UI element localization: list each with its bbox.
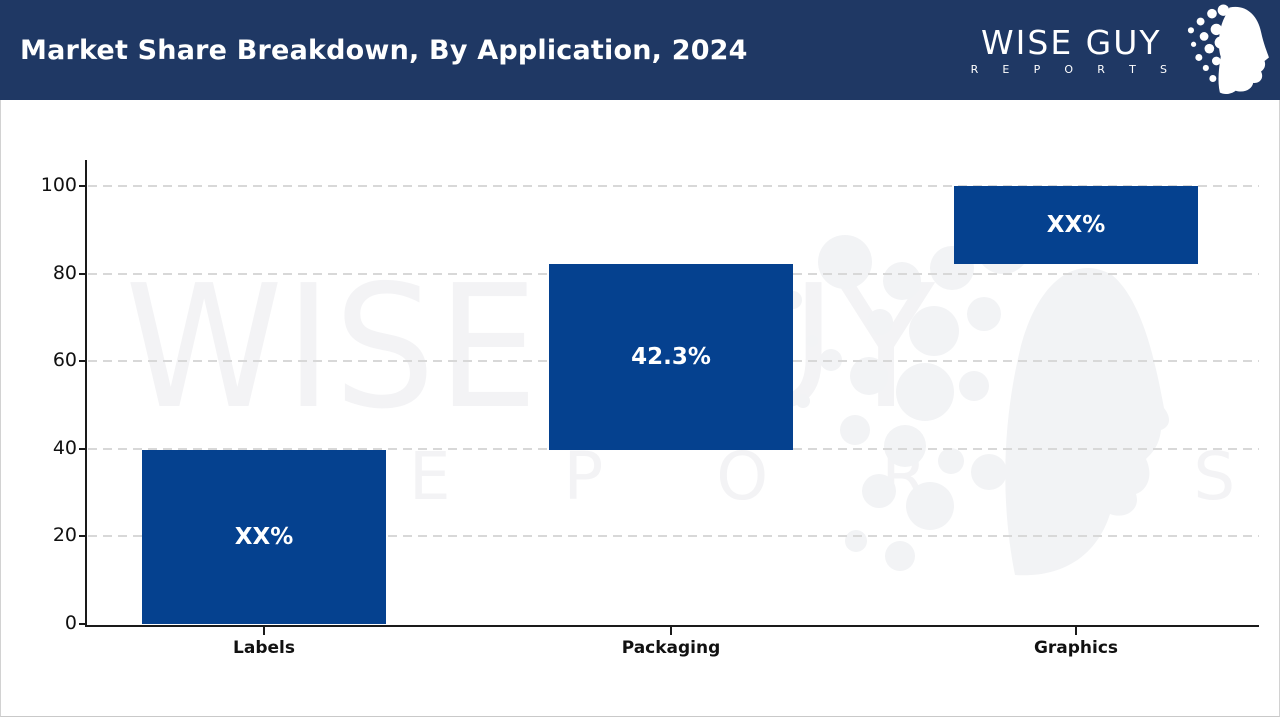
y-tick-label: 20 <box>52 524 77 547</box>
y-tick-label: 100 <box>40 174 77 196</box>
logo-head-icon <box>1187 4 1269 95</box>
y-tick <box>79 272 86 275</box>
y-axis-line <box>85 160 87 625</box>
y-tick-label: 60 <box>52 349 77 372</box>
logo-wordmark: WISE GUY <box>981 22 1162 62</box>
wise-guy-logo: WISE GUY R E P O R T S <box>965 4 1280 96</box>
y-tick-label: 40 <box>52 436 77 459</box>
chart-bar-graphics: XX% <box>954 186 1198 265</box>
category-label-graphics: Graphics <box>1033 638 1119 658</box>
y-tick <box>79 623 86 625</box>
y-tick-label: 0 <box>64 612 77 634</box>
gridline <box>88 185 1259 187</box>
y-tick <box>79 535 86 538</box>
y-tick <box>79 360 86 363</box>
y-tick <box>79 447 86 450</box>
bar-value-label: 42.3% <box>631 344 711 371</box>
category-label-packaging: Packaging <box>621 638 721 658</box>
bar-value-label: XX% <box>234 523 294 550</box>
chart-bar-labels: XX% <box>142 449 386 624</box>
y-tick-label: 80 <box>52 261 77 284</box>
x-tick <box>1075 627 1077 635</box>
gridline <box>88 535 1259 538</box>
x-tick <box>263 627 265 635</box>
header-band: Market Share Breakdown, By Application, … <box>0 0 1280 100</box>
bar-value-label: XX% <box>1046 212 1106 239</box>
page-border <box>0 100 1280 717</box>
x-axis-line <box>85 625 1259 627</box>
y-tick <box>79 185 86 187</box>
page-title: Market Share Breakdown, By Application, … <box>20 34 748 66</box>
logo-subtitle: R E P O R T S <box>970 62 1178 76</box>
x-tick <box>670 627 672 635</box>
chart-bar-packaging: 42.3% <box>549 264 793 450</box>
category-label-labels: Labels <box>233 638 295 658</box>
logo-text: WISE GUY R E P O R T S <box>965 26 1178 75</box>
